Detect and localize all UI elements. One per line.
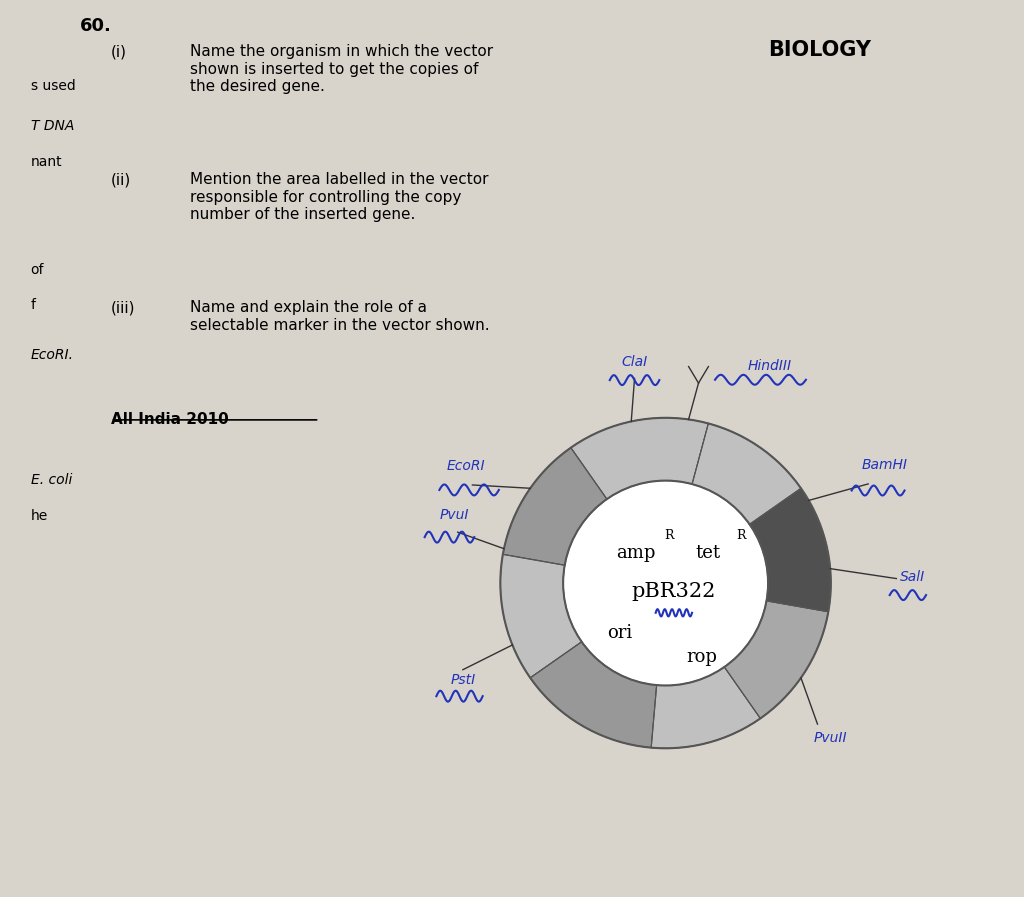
Wedge shape	[570, 418, 709, 499]
Text: pBR322: pBR322	[632, 582, 716, 601]
Text: (i): (i)	[111, 45, 127, 59]
Text: R: R	[664, 528, 674, 542]
Text: f: f	[31, 299, 36, 312]
Text: Mention the area labelled in the vector
responsible for controlling the copy
num: Mention the area labelled in the vector …	[190, 172, 489, 222]
Text: SalI: SalI	[900, 570, 925, 584]
Text: 60.: 60.	[80, 17, 112, 35]
Text: HindIII: HindIII	[749, 359, 793, 373]
Text: Name and explain the role of a
selectable marker in the vector shown.: Name and explain the role of a selectabl…	[190, 300, 490, 333]
Text: s used: s used	[31, 79, 76, 92]
Text: PstI: PstI	[451, 673, 475, 687]
Text: amp: amp	[616, 544, 655, 562]
Text: nant: nant	[31, 155, 62, 169]
Text: R: R	[736, 528, 746, 542]
Wedge shape	[750, 488, 830, 612]
Wedge shape	[503, 448, 607, 565]
Text: All India 2010: All India 2010	[111, 412, 228, 427]
Text: EcoRI: EcoRI	[446, 459, 485, 474]
Text: (ii): (ii)	[111, 172, 131, 187]
Text: rop: rop	[686, 649, 718, 666]
Text: he: he	[31, 509, 48, 523]
Circle shape	[565, 483, 766, 684]
Wedge shape	[530, 642, 656, 748]
Text: PvuI: PvuI	[439, 509, 469, 522]
Text: Name the organism in which the vector
shown is inserted to get the copies of
the: Name the organism in which the vector sh…	[190, 45, 494, 94]
Text: ClaI: ClaI	[622, 354, 647, 369]
Wedge shape	[692, 423, 801, 524]
Wedge shape	[724, 601, 828, 718]
Wedge shape	[651, 667, 761, 748]
Text: PvuII: PvuII	[814, 731, 848, 745]
Text: EcoRI.: EcoRI.	[31, 348, 74, 361]
Wedge shape	[501, 554, 582, 678]
Text: E. coli: E. coli	[31, 474, 72, 487]
Text: tet: tet	[695, 544, 721, 562]
Text: BIOLOGY: BIOLOGY	[768, 40, 870, 60]
Text: T DNA: T DNA	[31, 119, 74, 133]
Text: ori: ori	[606, 623, 632, 641]
Text: (iii): (iii)	[111, 300, 135, 316]
Text: of: of	[31, 263, 44, 276]
Text: BamHI: BamHI	[861, 458, 907, 473]
Circle shape	[501, 418, 830, 748]
